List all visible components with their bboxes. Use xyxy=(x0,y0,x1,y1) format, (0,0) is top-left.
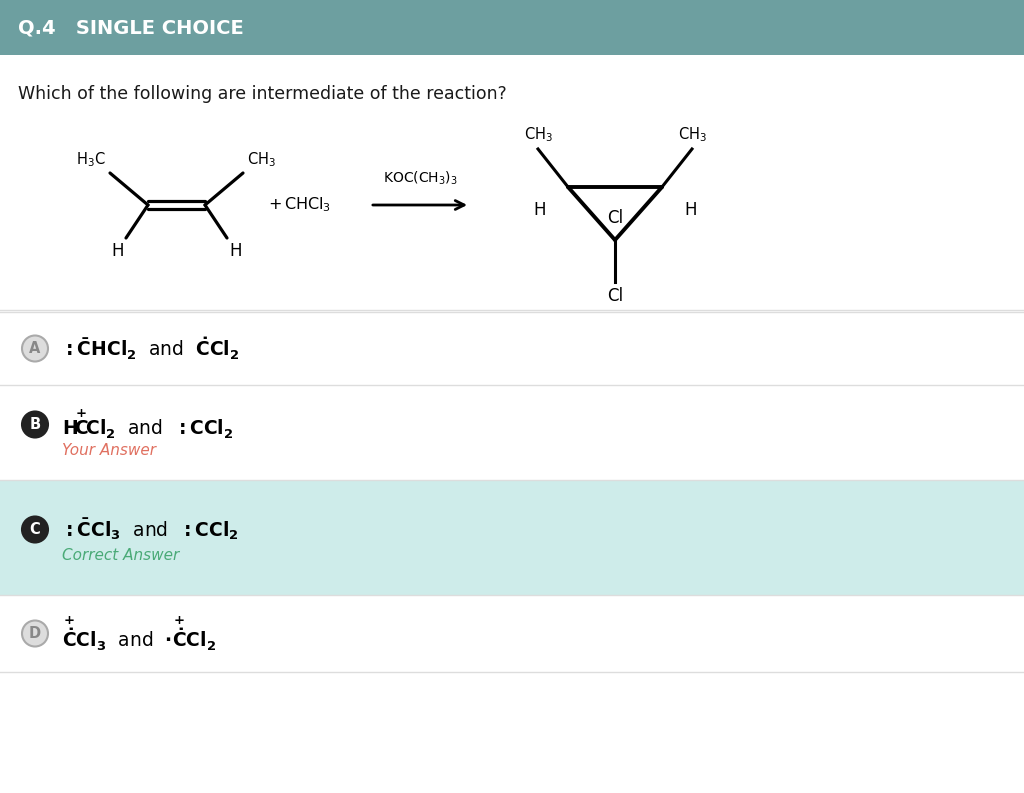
Text: H: H xyxy=(534,201,546,219)
Text: Which of the following are intermediate of the reaction?: Which of the following are intermediate … xyxy=(18,85,507,103)
Text: $\mathregular{KOC(CH_3)_3}$: $\mathregular{KOC(CH_3)_3}$ xyxy=(383,170,458,187)
Bar xyxy=(0,385,1024,480)
Text: $\mathbf{:\bar{C}HCl_2}$  and  $\mathbf{\dot{C}Cl_2}$: $\mathbf{:\bar{C}HCl_2}$ and $\mathbf{\d… xyxy=(62,335,240,362)
Bar xyxy=(0,595,1024,672)
Text: B: B xyxy=(30,417,41,432)
Circle shape xyxy=(22,335,48,362)
Text: $\mathregular{CH_3}$: $\mathregular{CH_3}$ xyxy=(523,125,553,144)
Text: $\mathregular{H_3C}$: $\mathregular{H_3C}$ xyxy=(77,151,106,169)
Circle shape xyxy=(22,516,48,542)
Text: A: A xyxy=(30,341,41,356)
Text: $\mathregular{+ \, CHCl_3}$: $\mathregular{+ \, CHCl_3}$ xyxy=(268,196,331,214)
Text: H: H xyxy=(112,242,124,260)
Text: H: H xyxy=(684,201,696,219)
Circle shape xyxy=(22,412,48,438)
Text: Your Answer: Your Answer xyxy=(62,443,156,458)
Text: $\mathregular{CH_3}$: $\mathregular{CH_3}$ xyxy=(678,125,707,144)
Bar xyxy=(0,312,1024,385)
Text: C: C xyxy=(30,522,40,537)
Bar xyxy=(0,480,1024,595)
Text: $\mathbf{\overset{+}{\dot{C}}Cl_3}$  and  $\mathbf{\bullet\overset{+}{\dot{C}}Cl: $\mathbf{\overset{+}{\dot{C}}Cl_3}$ and … xyxy=(62,615,216,653)
Circle shape xyxy=(22,620,48,646)
Text: D: D xyxy=(29,626,41,641)
Text: H: H xyxy=(229,242,242,260)
Text: $\mathregular{CH_3}$: $\mathregular{CH_3}$ xyxy=(247,151,276,169)
Text: Cl: Cl xyxy=(607,287,623,305)
Text: Q.4   SINGLE CHOICE: Q.4 SINGLE CHOICE xyxy=(18,18,244,37)
Text: $\mathbf{H\!\overset{+}{C}\!Cl_2}$  and  $\mathbf{:CCl_2}$: $\mathbf{H\!\overset{+}{C}\!Cl_2}$ and $… xyxy=(62,408,233,441)
Text: Cl: Cl xyxy=(607,209,623,227)
Text: Correct Answer: Correct Answer xyxy=(62,548,179,563)
Bar xyxy=(0,0,1024,55)
Text: $\mathbf{:\bar{C}Cl_3}$  and  $\mathbf{:CCl_2}$: $\mathbf{:\bar{C}Cl_3}$ and $\mathbf{:CC… xyxy=(62,517,239,542)
